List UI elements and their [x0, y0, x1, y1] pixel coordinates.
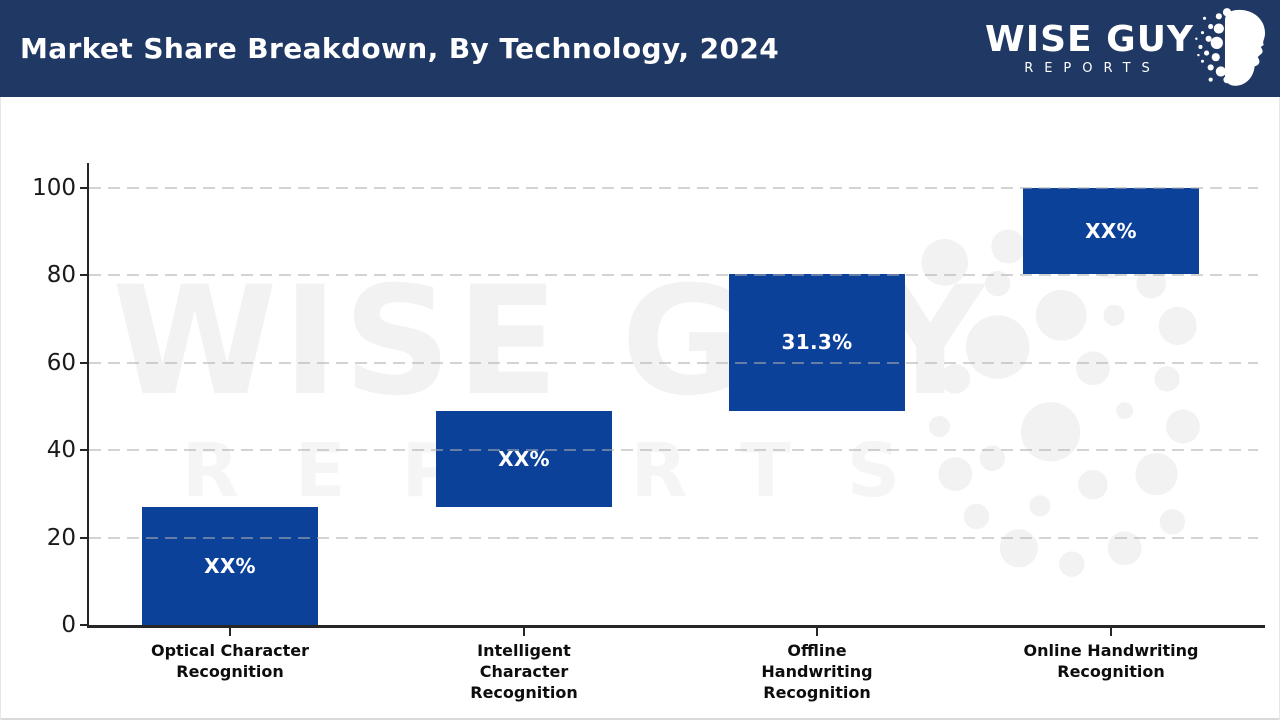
- logo-brand-sub: REPORTS: [1024, 61, 1161, 76]
- y-axis-tick: [80, 536, 87, 539]
- bar-value-label-2: XX%: [498, 446, 550, 471]
- y-axis-tick-label: 100: [32, 174, 76, 201]
- bar-value-label-3: 31.3%: [781, 330, 853, 355]
- image-left-border: [0, 97, 1, 720]
- bar-4: [1023, 187, 1199, 274]
- wiseguy-head-icon: [1195, 7, 1266, 86]
- y-axis-tick-label: 80: [46, 262, 76, 288]
- y-axis-tick-label: 60: [46, 349, 76, 376]
- y-axis-line: [87, 163, 89, 626]
- bar-3: [729, 273, 905, 411]
- gridline-20: [89, 536, 1258, 539]
- y-axis-tick: [80, 274, 87, 276]
- wiseguy-logo-text: WISE GUY REPORTS: [984, 19, 1194, 77]
- bar-1: [142, 506, 318, 625]
- bar-2: [436, 410, 612, 507]
- gridline-40: [89, 449, 1258, 451]
- y-axis-tick-label: 20: [46, 524, 76, 551]
- logo-brand-name: WISE GUY: [984, 19, 1194, 60]
- header-band: Market Share Breakdown, By Technology, 2…: [0, 0, 1280, 97]
- x-axis-tick: [229, 628, 231, 636]
- gridline-100: [89, 186, 1258, 189]
- x-axis-tick: [523, 628, 525, 636]
- gridline-60: [89, 361, 1258, 364]
- category-label-2: Intelligent Character Recognition: [470, 641, 578, 702]
- y-axis-tick-label: 0: [61, 612, 76, 638]
- y-axis-tick: [80, 361, 87, 364]
- x-axis-tick: [1110, 628, 1112, 636]
- bar-value-label-4: XX%: [1085, 218, 1137, 243]
- wiseguy-logo: WISE GUY REPORTS: [985, 0, 1272, 97]
- x-axis-line: [87, 625, 1265, 628]
- page-title: Market Share Breakdown, By Technology, 2…: [20, 32, 780, 65]
- y-axis-tick: [80, 449, 87, 451]
- y-axis-tick-label: 40: [46, 437, 76, 463]
- y-axis-tick: [80, 624, 87, 626]
- image-bottom-border: [0, 718, 1280, 720]
- bar-value-label-1: XX%: [204, 553, 256, 578]
- category-label-3: Offline Handwriting Recognition: [761, 641, 873, 702]
- y-axis-tick: [80, 186, 87, 189]
- gridline-80: [89, 274, 1258, 276]
- x-axis-tick: [816, 628, 818, 636]
- category-label-1: Optical Character Recognition: [150, 641, 309, 681]
- category-label-4: Online Handwriting Recognition: [1023, 641, 1199, 681]
